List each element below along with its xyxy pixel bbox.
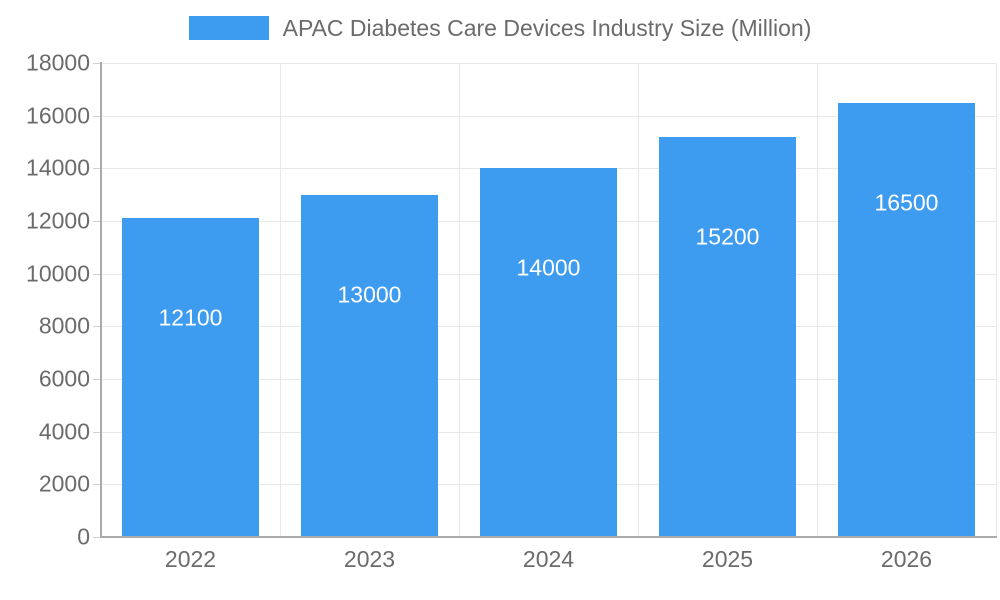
y-axis-tick-label: 18000: [26, 49, 90, 76]
y-axis-tick: [93, 168, 101, 170]
plot-area: 12100 13000 14000 15200 16500: [93, 63, 997, 538]
y-axis-tick: [93, 273, 101, 275]
y-axis-tick-label: 16000: [26, 102, 90, 129]
y-axis-tick: [93, 484, 101, 486]
legend-swatch-icon: [188, 16, 269, 40]
bar-value-label: 14000: [516, 254, 581, 281]
y-axis-tick-label: 0: [77, 523, 90, 550]
bar[interactable]: [301, 194, 438, 537]
x-axis-tick-label: 2025: [701, 546, 754, 572]
x-axis-line: [100, 536, 997, 538]
bar-value-label: 12100: [158, 304, 223, 331]
y-axis-tick: [93, 221, 101, 222]
x-axis-tick-label: 2024: [522, 546, 575, 572]
legend-item-series-0[interactable]: APAC Diabetes Care Devices Industry Size…: [188, 14, 812, 41]
bar-value-label: 13000: [337, 281, 402, 308]
y-axis-tick-labels: 0 2000 4000 6000 8000 10000 12000 14000 16000 180…: [0, 51, 90, 548]
x-axis-tick-label: 2026: [880, 546, 933, 572]
y-axis-tick: [93, 537, 101, 538]
y-axis-tick-label: 14000: [26, 154, 90, 181]
y-axis-tick-label: 6000: [38, 365, 90, 392]
y-axis-tick-label: 12000: [26, 207, 90, 234]
bar[interactable]: [838, 102, 975, 537]
y-axis-tick-label: 2000: [38, 470, 90, 497]
bar-value-label: 16500: [874, 189, 939, 215]
bar-value-label: 15200: [695, 223, 760, 250]
bar[interactable]: [659, 136, 796, 537]
x-axis-tick-labels: 2022 2023 2024 2025 2026: [101, 548, 996, 588]
gridline-vertical: [817, 63, 818, 537]
gridline-vertical: [459, 63, 460, 537]
y-axis-line: [100, 62, 102, 538]
bar[interactable]: [480, 168, 617, 537]
gridline-vertical: [638, 63, 639, 537]
chart-legend: APAC Diabetes Care Devices Industry Size…: [0, 0, 1000, 56]
x-axis-tick-label: 2023: [343, 546, 396, 572]
bar[interactable]: [122, 218, 259, 537]
y-axis-tick: [93, 115, 101, 117]
gridline-horizontal: [101, 115, 996, 117]
y-axis-tick: [93, 326, 101, 328]
gridline-vertical: [280, 63, 281, 537]
y-axis-tick-label: 10000: [26, 260, 90, 287]
y-axis-tick: [93, 431, 101, 433]
gridline-vertical: [996, 63, 997, 537]
legend-item-label: APAC Diabetes Care Devices Industry Size…: [282, 14, 812, 41]
y-axis-tick: [93, 63, 101, 64]
x-axis-tick-label: 2022: [164, 546, 217, 572]
y-axis-tick-label: 4000: [38, 418, 90, 445]
y-axis-tick-label: 8000: [38, 312, 90, 339]
gridline-horizontal: [101, 63, 996, 64]
y-axis-tick: [93, 379, 101, 380]
